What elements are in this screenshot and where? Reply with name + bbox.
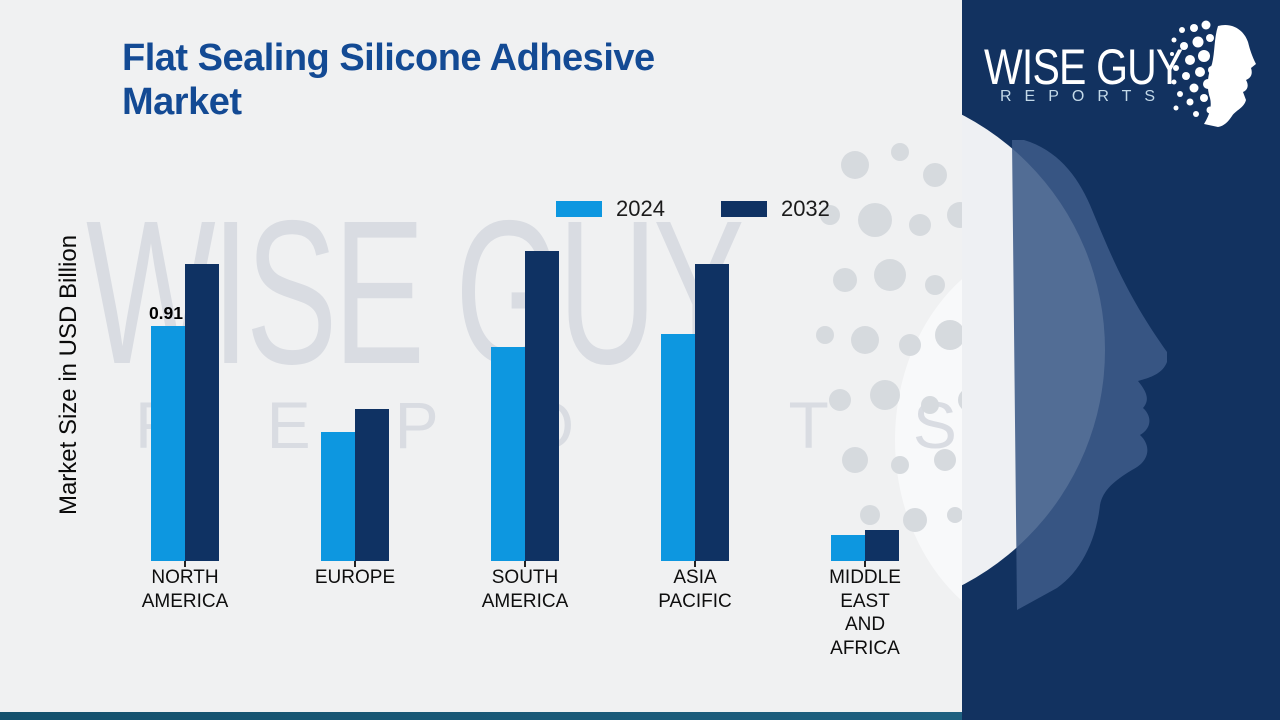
x-axis-tick xyxy=(354,561,356,567)
page-title: Flat Sealing Silicone Adhesive Market xyxy=(122,37,655,124)
x-axis-tick xyxy=(864,561,866,567)
bar-2032-4 xyxy=(865,530,899,561)
x-axis-tick xyxy=(524,561,526,567)
brand-panel: WISE GUY REPORTS xyxy=(962,0,1280,720)
bar-2024-4 xyxy=(831,535,865,561)
x-axis-label-2: SOUTH AMERICA xyxy=(481,567,569,612)
x-axis-label-1: EUROPE xyxy=(314,567,396,588)
x-axis-label-4: MIDDLE EAST AND AFRICA xyxy=(829,567,901,659)
x-axis-tick xyxy=(184,561,186,567)
bar-2032-3 xyxy=(695,264,729,561)
legend-label-2032: 2032 xyxy=(780,196,830,221)
brand-logo-subtitle: REPORTS xyxy=(1000,88,1169,105)
x-axis-label-0: NORTH AMERICA xyxy=(141,567,229,612)
face-silhouette xyxy=(1012,140,1167,610)
footer-accent-bar xyxy=(0,712,962,720)
legend-swatch-2032 xyxy=(720,201,767,217)
legend-swatch-2024 xyxy=(556,201,602,217)
legend-item-2024: 2024 xyxy=(556,196,665,222)
bar-2032-1 xyxy=(355,409,389,561)
bar-2024-3 xyxy=(661,334,695,561)
brand-panel-art xyxy=(962,114,1167,610)
y-axis-label: Market Size in USD Billion xyxy=(55,234,82,516)
legend-item-2032: 2032 xyxy=(720,196,830,222)
chart-legend: 2024 2032 xyxy=(556,196,830,222)
data-label-0.91: 0.91 xyxy=(148,303,183,323)
x-axis-label-3: ASIA PACIFIC xyxy=(658,567,732,612)
brand-logo-name: WISE GUY xyxy=(984,39,1183,95)
bar-2032-0 xyxy=(185,264,219,561)
bar-2024-2 xyxy=(491,347,525,561)
legend-label-2024: 2024 xyxy=(616,196,665,221)
bar-2024-1 xyxy=(321,432,355,561)
brand-face-icon xyxy=(1170,20,1256,128)
bar-2024-0 xyxy=(151,326,185,561)
bar-2032-2 xyxy=(525,251,559,561)
x-axis-tick xyxy=(694,561,696,567)
